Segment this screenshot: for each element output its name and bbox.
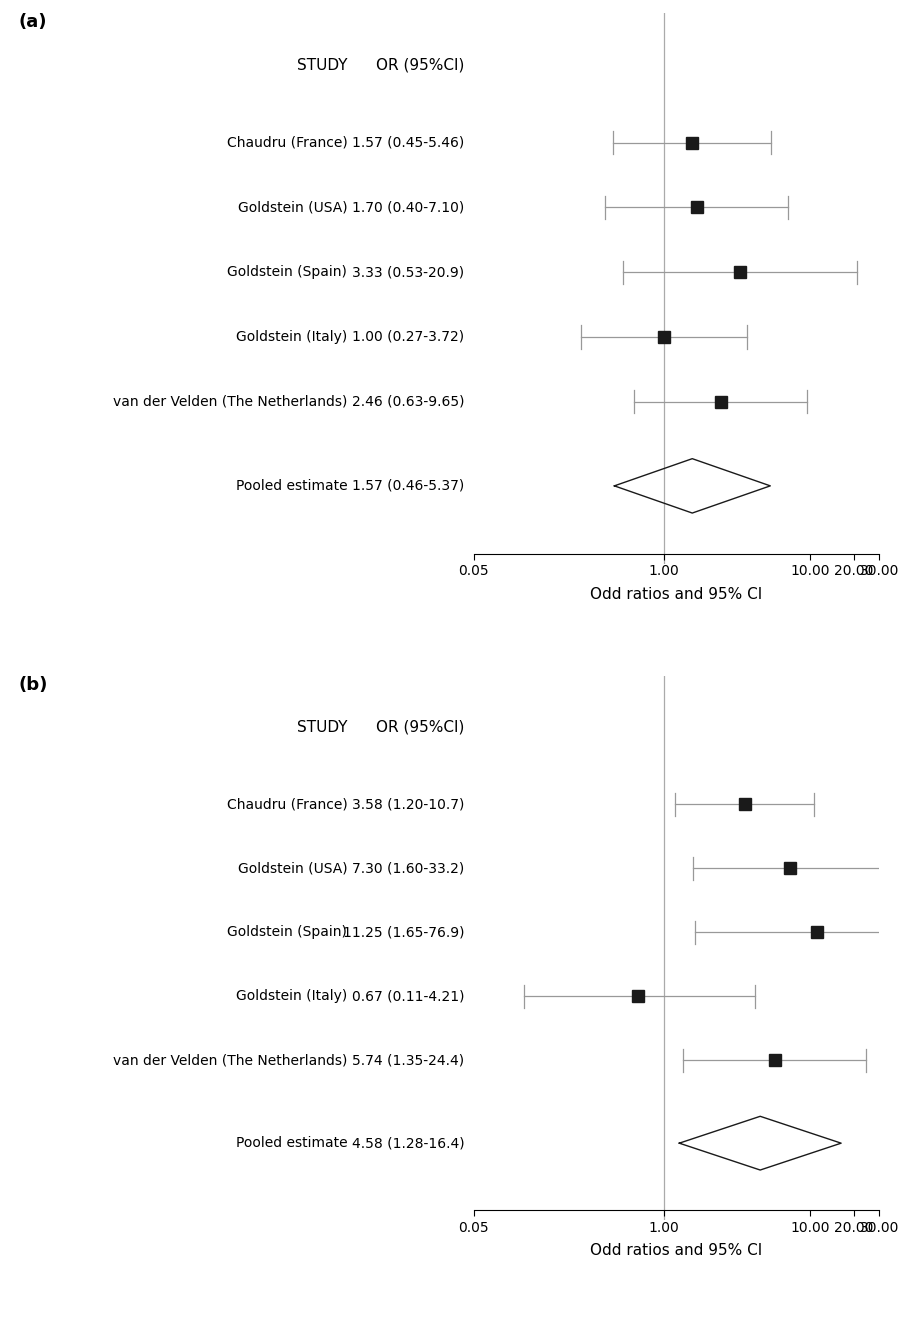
Text: OR (95%CI): OR (95%CI): [376, 720, 465, 735]
Text: van der Velden (The Netherlands): van der Velden (The Netherlands): [113, 395, 347, 408]
Text: Goldstein (USA): Goldstein (USA): [237, 200, 347, 215]
X-axis label: Odd ratios and 95% CI: Odd ratios and 95% CI: [591, 586, 762, 602]
Text: Goldstein (Italy): Goldstein (Italy): [236, 989, 347, 1002]
X-axis label: Odd ratios and 95% CI: Odd ratios and 95% CI: [591, 1242, 762, 1258]
Text: 1.70 (0.40-7.10): 1.70 (0.40-7.10): [353, 200, 465, 215]
Text: 3.58 (1.20-10.7): 3.58 (1.20-10.7): [352, 797, 465, 812]
Text: 11.25 (1.65-76.9): 11.25 (1.65-76.9): [343, 926, 465, 939]
Text: 4.58 (1.28-16.4): 4.58 (1.28-16.4): [352, 1136, 465, 1150]
Text: Goldstein (Italy): Goldstein (Italy): [236, 330, 347, 343]
Text: (a): (a): [18, 13, 47, 32]
Text: 2.46 (0.63-9.65): 2.46 (0.63-9.65): [352, 395, 465, 408]
Text: Goldstein (USA): Goldstein (USA): [237, 861, 347, 875]
Text: Chaudru (France): Chaudru (France): [226, 135, 347, 150]
Text: van der Velden (The Netherlands): van der Velden (The Netherlands): [113, 1053, 347, 1067]
Text: 0.67 (0.11-4.21): 0.67 (0.11-4.21): [352, 989, 465, 1002]
Text: 1.57 (0.45-5.46): 1.57 (0.45-5.46): [353, 135, 465, 150]
Text: (b): (b): [18, 676, 48, 695]
Text: 5.74 (1.35-24.4): 5.74 (1.35-24.4): [353, 1053, 465, 1067]
Text: STUDY: STUDY: [297, 720, 347, 735]
Text: Goldstein (Spain): Goldstein (Spain): [227, 265, 347, 280]
Text: STUDY: STUDY: [297, 57, 347, 73]
Text: 3.33 (0.53-20.9): 3.33 (0.53-20.9): [353, 265, 465, 280]
Text: 1.00 (0.27-3.72): 1.00 (0.27-3.72): [353, 330, 465, 343]
Text: 1.57 (0.46-5.37): 1.57 (0.46-5.37): [353, 479, 465, 493]
Text: Goldstein (Spain): Goldstein (Spain): [227, 926, 347, 939]
Text: 7.30 (1.60-33.2): 7.30 (1.60-33.2): [353, 861, 465, 875]
Text: Pooled estimate: Pooled estimate: [235, 1136, 347, 1150]
Text: OR (95%CI): OR (95%CI): [376, 57, 465, 73]
Text: Chaudru (France): Chaudru (France): [226, 797, 347, 812]
Text: Pooled estimate: Pooled estimate: [235, 479, 347, 493]
